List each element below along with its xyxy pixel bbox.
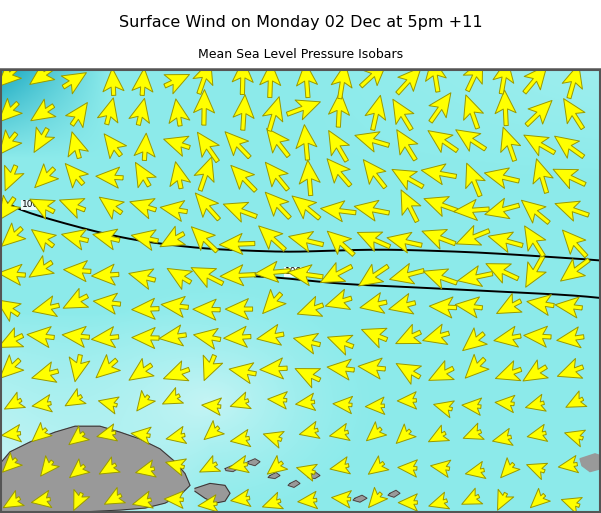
Polygon shape — [268, 472, 280, 479]
Text: Mean Sea Level Pressure Isobars: Mean Sea Level Pressure Isobars — [198, 48, 403, 61]
Polygon shape — [353, 495, 367, 502]
Polygon shape — [225, 466, 238, 471]
Polygon shape — [308, 472, 320, 479]
Polygon shape — [248, 459, 260, 466]
Text: 1008: 1008 — [285, 267, 308, 277]
Text: Surface Wind on Monday 02 Dec at 5pm +11: Surface Wind on Monday 02 Dec at 5pm +11 — [118, 15, 483, 30]
Text: 1008: 1008 — [22, 200, 45, 209]
Polygon shape — [0, 426, 190, 513]
Polygon shape — [580, 454, 601, 471]
Polygon shape — [288, 481, 300, 487]
Polygon shape — [195, 483, 230, 503]
Polygon shape — [388, 490, 400, 497]
